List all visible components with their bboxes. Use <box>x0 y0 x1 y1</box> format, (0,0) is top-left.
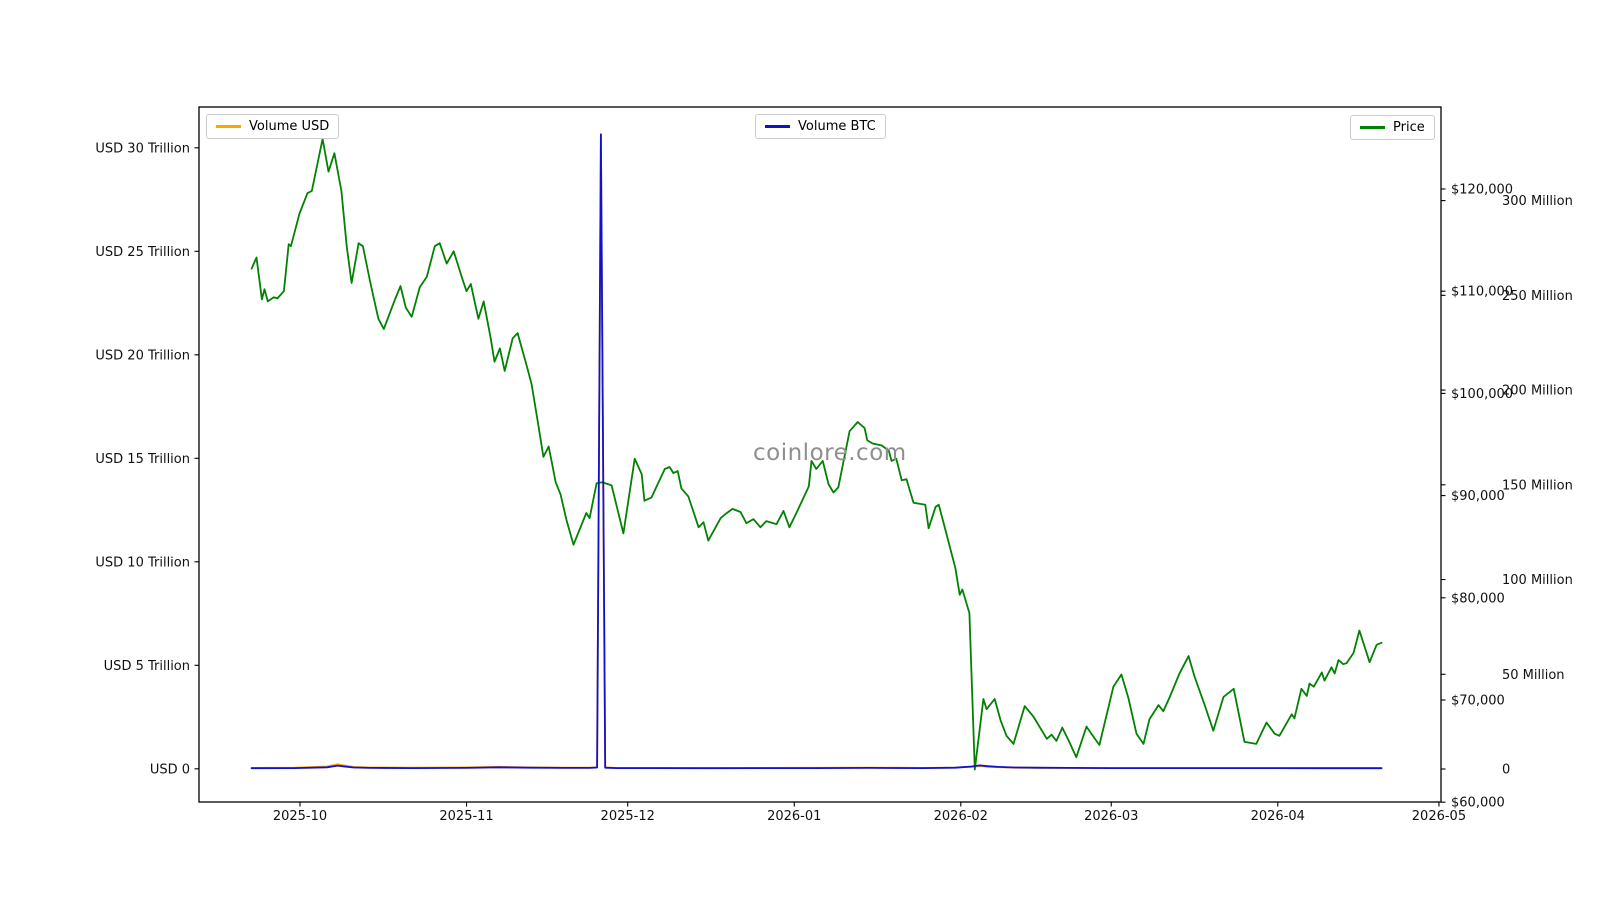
volume-btc-line-swatch <box>765 125 790 128</box>
volume-usd-line-swatch <box>216 125 241 128</box>
left-tick-label: USD 15 Trillion <box>95 452 190 467</box>
legend-volume-usd: Volume USD <box>206 114 340 139</box>
price-tick-label: $110,000 <box>1451 285 1513 300</box>
price-tick-label: $90,000 <box>1451 489 1505 504</box>
btc-tick-label: 250 Million <box>1502 289 1573 304</box>
legend-price-label: Price <box>1393 120 1425 135</box>
btc-tick-label: 200 Million <box>1502 384 1573 399</box>
legend-volume-btc-label: Volume BTC <box>798 119 876 134</box>
price-tick-label: $60,000 <box>1451 796 1505 811</box>
left-tick-label: USD 5 Trillion <box>104 659 190 674</box>
left-tick-label: USD 25 Trillion <box>95 245 190 260</box>
price-tick-label: $120,000 <box>1451 183 1513 198</box>
x-tick-label: 2025-10 <box>273 809 327 824</box>
left-tick-label: USD 10 Trillion <box>95 555 190 570</box>
series-price <box>250 137 1383 771</box>
price-line-swatch <box>1360 126 1385 129</box>
btc-tick-label: 100 Million <box>1502 573 1573 588</box>
left-tick-label: USD 20 Trillion <box>95 348 190 363</box>
x-tick-label: 2026-03 <box>1084 809 1138 824</box>
legend-volume-usd-label: Volume USD <box>249 119 330 134</box>
series-volume-btc <box>250 133 1383 770</box>
btc-tick-label: 0 <box>1502 763 1510 778</box>
plot-frame <box>198 106 1442 803</box>
coinlore-watermark: coinlore.com <box>753 440 907 466</box>
x-tick-label: 2026-01 <box>767 809 821 824</box>
left-tick-label: USD 30 Trillion <box>95 141 190 156</box>
btc-tick-label: 50 Million <box>1502 668 1565 683</box>
legend-volume-btc: Volume BTC <box>755 114 886 139</box>
price-tick-label: $100,000 <box>1451 387 1513 402</box>
btc-tick-label: 300 Million <box>1502 194 1573 209</box>
x-tick-label: 2025-12 <box>601 809 655 824</box>
btc-tick-label: 150 Million <box>1502 478 1573 493</box>
x-tick-label: 2026-05 <box>1412 809 1466 824</box>
left-tick-label: USD 0 <box>150 762 190 777</box>
price-tick-label: $80,000 <box>1451 591 1505 606</box>
x-tick-label: 2025-11 <box>439 809 493 824</box>
legend-price: Price <box>1350 115 1435 140</box>
x-tick-label: 2026-02 <box>934 809 988 824</box>
price-tick-label: $70,000 <box>1451 694 1505 709</box>
x-tick-label: 2026-04 <box>1251 809 1305 824</box>
